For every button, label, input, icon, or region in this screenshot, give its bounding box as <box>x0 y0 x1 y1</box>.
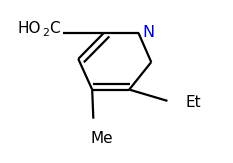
Text: C: C <box>49 21 60 36</box>
Text: Me: Me <box>90 131 113 146</box>
Text: Et: Et <box>186 95 202 110</box>
Text: HO: HO <box>18 21 41 36</box>
Text: 2: 2 <box>42 28 49 37</box>
Text: N: N <box>142 25 154 40</box>
